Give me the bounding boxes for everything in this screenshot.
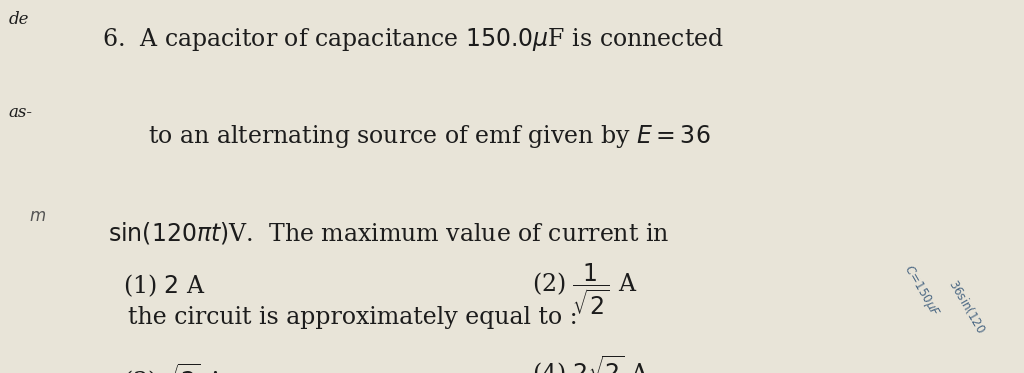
- Text: $C\!=\!150\mu F$: $C\!=\!150\mu F$: [900, 262, 943, 320]
- Text: $\sin(120\pi t)$V.  The maximum value of current in: $\sin(120\pi t)$V. The maximum value of …: [108, 220, 669, 246]
- Text: $36\sin(120$: $36\sin(120$: [946, 276, 989, 336]
- Text: (3) $\sqrt{2}$ A: (3) $\sqrt{2}$ A: [123, 362, 225, 373]
- Text: to an alternating source of emf given by $E = 36$: to an alternating source of emf given by…: [148, 123, 711, 150]
- Text: the circuit is approximately equal to :: the circuit is approximately equal to :: [128, 306, 578, 329]
- Text: $\it{m}$: $\it{m}$: [29, 208, 46, 225]
- Text: (2) $\dfrac{1}{\sqrt{2}}$ A: (2) $\dfrac{1}{\sqrt{2}}$ A: [532, 261, 638, 317]
- Text: de: de: [8, 11, 29, 28]
- Text: (4) $2\sqrt{2}$ A: (4) $2\sqrt{2}$ A: [532, 354, 650, 373]
- Text: as-: as-: [8, 104, 32, 122]
- Text: (1) $2$ A: (1) $2$ A: [123, 272, 206, 299]
- Text: 6.  A capacitor of capacitance $150.0\mu$F is connected: 6. A capacitor of capacitance $150.0\mu$…: [102, 26, 724, 53]
